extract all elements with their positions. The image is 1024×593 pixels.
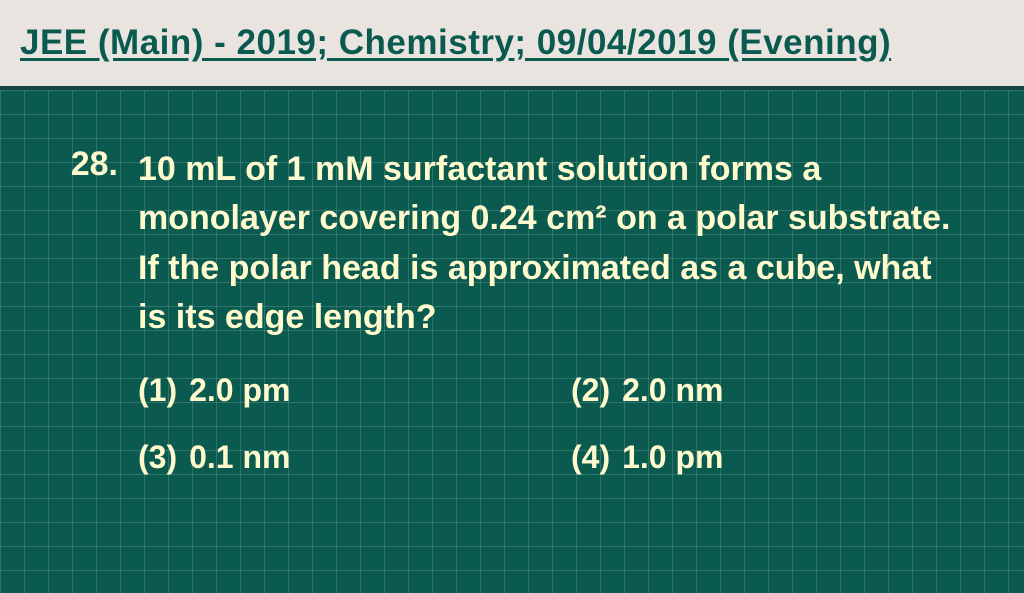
- option-4[interactable]: (4) 1.0 pm: [571, 439, 964, 476]
- option-4-value: 1.0 pm: [622, 439, 723, 476]
- question-text: 10 mL of 1 mM surfactant solution forms …: [138, 145, 964, 342]
- exam-title: JEE (Main) - 2019; Chemistry; 09/04/2019…: [20, 23, 891, 63]
- option-2-value: 2.0 nm: [622, 372, 723, 409]
- header-bar: JEE (Main) - 2019; Chemistry; 09/04/2019…: [0, 0, 1024, 90]
- option-2[interactable]: (2) 2.0 nm: [571, 372, 964, 409]
- option-1-label: (1): [138, 372, 177, 409]
- question-number: 28.: [60, 145, 118, 342]
- question-block: 28. 10 mL of 1 mM surfactant solution fo…: [0, 90, 1024, 476]
- option-3[interactable]: (3) 0.1 nm: [138, 439, 531, 476]
- option-3-label: (3): [138, 439, 177, 476]
- option-1[interactable]: (1) 2.0 pm: [138, 372, 531, 409]
- option-1-value: 2.0 pm: [189, 372, 290, 409]
- question-row: 28. 10 mL of 1 mM surfactant solution fo…: [60, 145, 964, 342]
- option-3-value: 0.1 nm: [189, 439, 290, 476]
- option-2-label: (2): [571, 372, 610, 409]
- option-4-label: (4): [571, 439, 610, 476]
- options-grid: (1) 2.0 pm (2) 2.0 nm (3) 0.1 nm (4) 1.0…: [138, 372, 964, 476]
